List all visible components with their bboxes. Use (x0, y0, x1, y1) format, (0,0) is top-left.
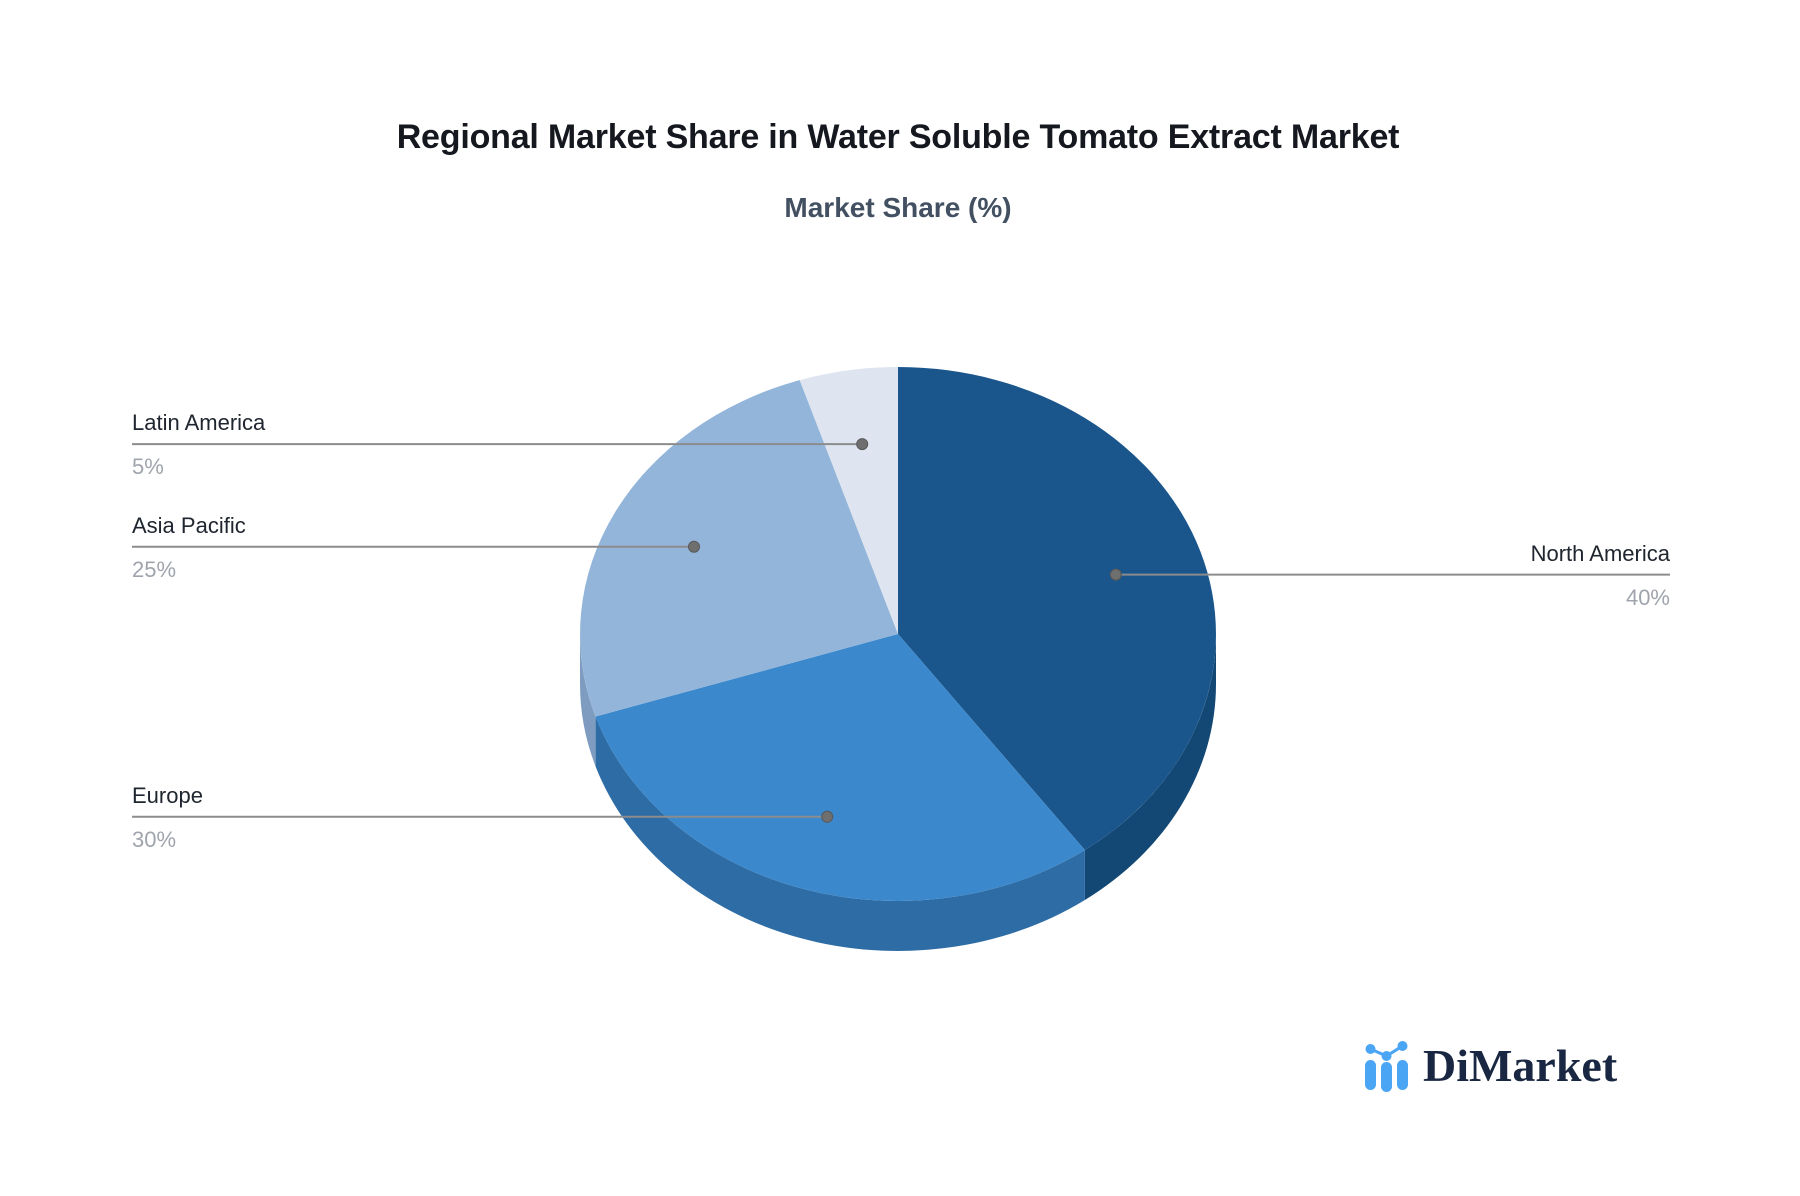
pie-slice-north-america (898, 367, 1216, 850)
pie-slice-asia-pacific (580, 380, 898, 717)
slice-label-text: Europe (132, 782, 203, 808)
pie-slice-europe (595, 634, 1085, 901)
slice-label-europe: Europe 30% (132, 782, 203, 852)
slice-percent-text: 5% (132, 454, 164, 480)
pie-slice-side-europe (595, 716, 1085, 951)
slice-label-text: Latin America (132, 410, 266, 436)
slice-label-north-america: North America 40% (1530, 540, 1670, 610)
chart-title: Regional Market Share in Water Soluble T… (396, 118, 1400, 156)
slice-label-asia-pacific: Asia Pacific 25% (132, 512, 246, 582)
brand-name: DiMarket (1423, 1040, 1618, 1091)
slice-percent-text: 30% (132, 826, 177, 852)
slice-label-text: North America (1530, 540, 1670, 566)
pie-slice-side-asia-pacific (580, 634, 596, 767)
brand-logo: DiMarket (1363, 1040, 1617, 1092)
pie-slice-latin-america (799, 367, 898, 634)
leader-dot-europe (821, 810, 834, 823)
bar-chart-trend-icon (1365, 1041, 1408, 1092)
slice-label-text: Asia Pacific (132, 512, 246, 538)
leader-dot-asia-pacific (688, 540, 700, 553)
pie-slice-side-north-america (1084, 634, 1216, 900)
slice-percent-text: 40% (1625, 584, 1670, 610)
slice-label-latin-america: Latin America 5% (132, 411, 265, 479)
slice-percent-text: 25% (132, 556, 177, 582)
leader-dot-latin-america (856, 438, 869, 451)
leader-dot-north-america (1109, 568, 1122, 581)
chart-subtitle: Market Share (%) (784, 192, 1012, 223)
